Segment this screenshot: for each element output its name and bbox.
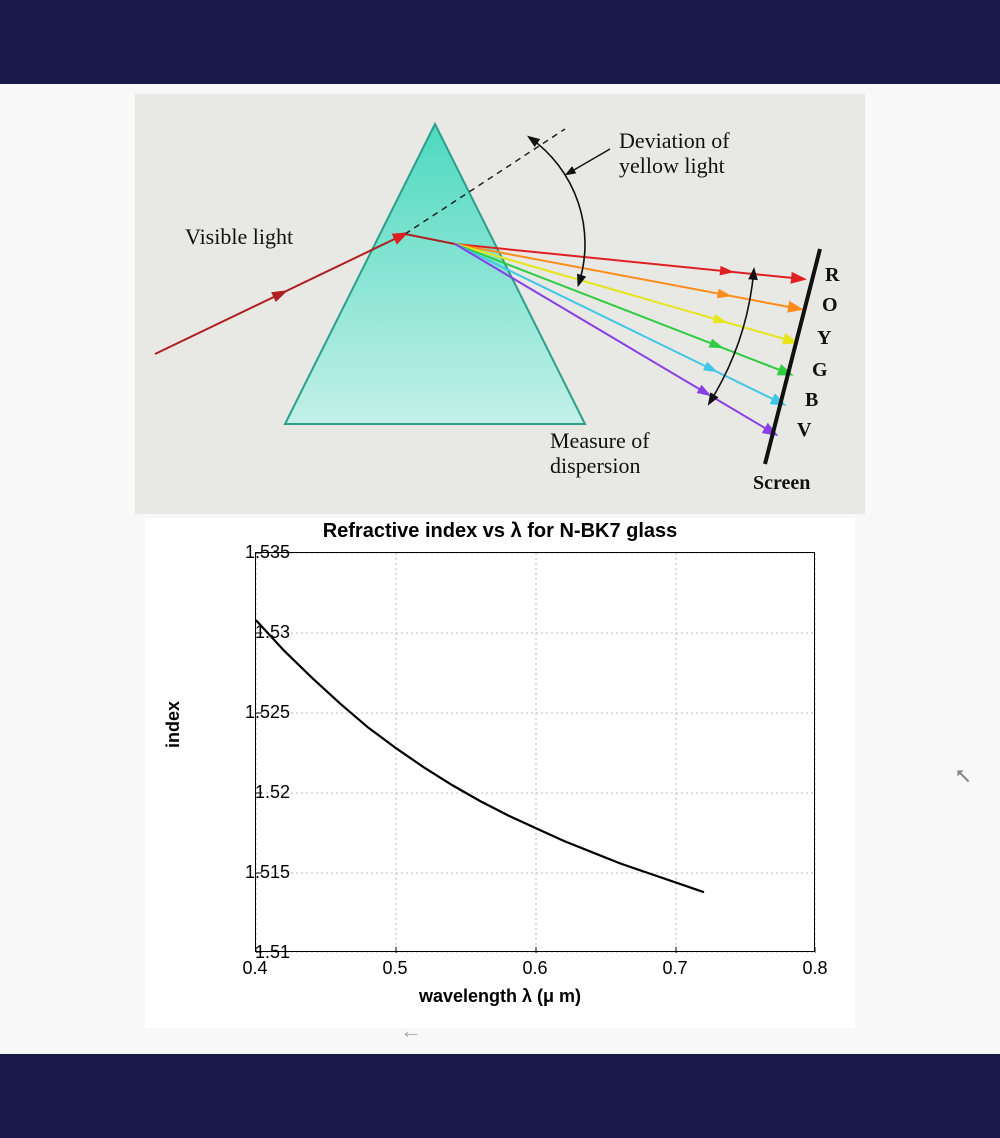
prism-diagram: ROYGBV Visible light Deviation of yellow… — [135, 94, 865, 514]
x-axis-label: wavelength λ (μ m) — [145, 986, 855, 1007]
spectrum-letter-V: V — [797, 419, 812, 441]
spectrum-letter-B: B — [805, 389, 818, 411]
xtick-label: 0.6 — [515, 958, 555, 979]
deviation-label: Deviation of yellow light — [619, 128, 730, 179]
back-arrow-icon[interactable]: ← — [400, 1018, 422, 1044]
screen-label: Screen — [753, 472, 810, 495]
xtick-label: 0.5 — [375, 958, 415, 979]
plot-area — [255, 552, 815, 952]
xtick-label: 0.4 — [235, 958, 275, 979]
ytick-label: 1.52 — [190, 782, 290, 803]
chart-title: Refractive index vs λ for N-BK7 glass — [145, 520, 855, 543]
xtick-label: 0.7 — [655, 958, 695, 979]
cursor-icon: ⭦ — [956, 764, 970, 790]
y-axis-label: index — [163, 701, 184, 748]
spectrum-letter-G: G — [812, 359, 828, 381]
measure-label: Measure of dispersion — [550, 428, 650, 479]
visible-light-label: Visible light — [185, 224, 293, 250]
xtick-label: 0.8 — [795, 958, 835, 979]
ytick-label: 1.515 — [190, 862, 290, 883]
spectrum-letter-R: R — [825, 264, 840, 286]
spectrum-letter-Y: Y — [817, 327, 832, 349]
prism-svg: ROYGBV — [135, 94, 865, 514]
ytick-label: 1.525 — [190, 702, 290, 723]
ytick-label: 1.535 — [190, 542, 290, 563]
refractive-index-chart: Refractive index vs λ for N-BK7 glass 1.… — [145, 518, 855, 1028]
spectrum-letter-O: O — [822, 294, 838, 316]
page: ROYGBV Visible light Deviation of yellow… — [0, 84, 1000, 1054]
ytick-label: 1.53 — [190, 622, 290, 643]
plot-svg — [256, 553, 816, 953]
